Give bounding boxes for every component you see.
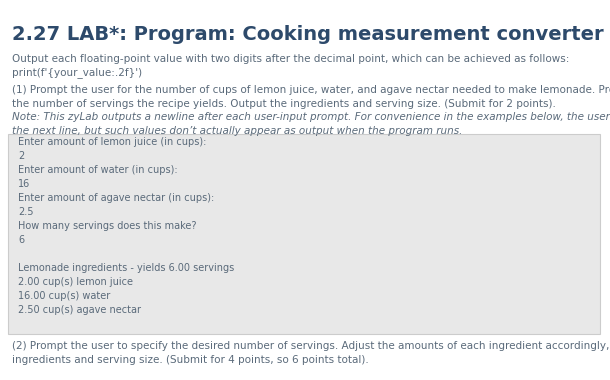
Text: 2: 2: [18, 151, 24, 161]
Text: Note: This zyLab outputs a newline after each user-input prompt. For convenience: Note: This zyLab outputs a newline after…: [12, 112, 610, 136]
Text: 2.5: 2.5: [18, 207, 34, 217]
Text: 16: 16: [18, 179, 31, 189]
Text: 16.00 cup(s) water: 16.00 cup(s) water: [18, 291, 110, 301]
Text: 2.00 cup(s) lemon juice: 2.00 cup(s) lemon juice: [18, 277, 133, 287]
Text: print(f'{your_value:.2f}'): print(f'{your_value:.2f}'): [12, 67, 142, 78]
Text: Lemonade ingredients - yields 6.00 servings: Lemonade ingredients - yields 6.00 servi…: [18, 263, 234, 273]
Text: Output each floating-point value with two digits after the decimal point, which : Output each floating-point value with tw…: [12, 54, 569, 64]
Text: (1) Prompt the user for the number of cups of lemon juice, water, and agave nect: (1) Prompt the user for the number of cu…: [12, 85, 610, 109]
Text: Enter amount of lemon juice (in cups):: Enter amount of lemon juice (in cups):: [18, 137, 206, 147]
Text: Enter amount of water (in cups):: Enter amount of water (in cups):: [18, 165, 178, 175]
Text: 2.27 LAB*: Program: Cooking measurement converter: 2.27 LAB*: Program: Cooking measurement …: [12, 25, 604, 44]
Text: 6: 6: [18, 235, 24, 245]
Text: How many servings does this make?: How many servings does this make?: [18, 221, 196, 231]
FancyBboxPatch shape: [8, 134, 600, 334]
Text: (2) Prompt the user to specify the desired number of servings. Adjust the amount: (2) Prompt the user to specify the desir…: [12, 341, 610, 365]
Text: Enter amount of agave nectar (in cups):: Enter amount of agave nectar (in cups):: [18, 193, 214, 203]
Text: 2.50 cup(s) agave nectar: 2.50 cup(s) agave nectar: [18, 305, 141, 315]
